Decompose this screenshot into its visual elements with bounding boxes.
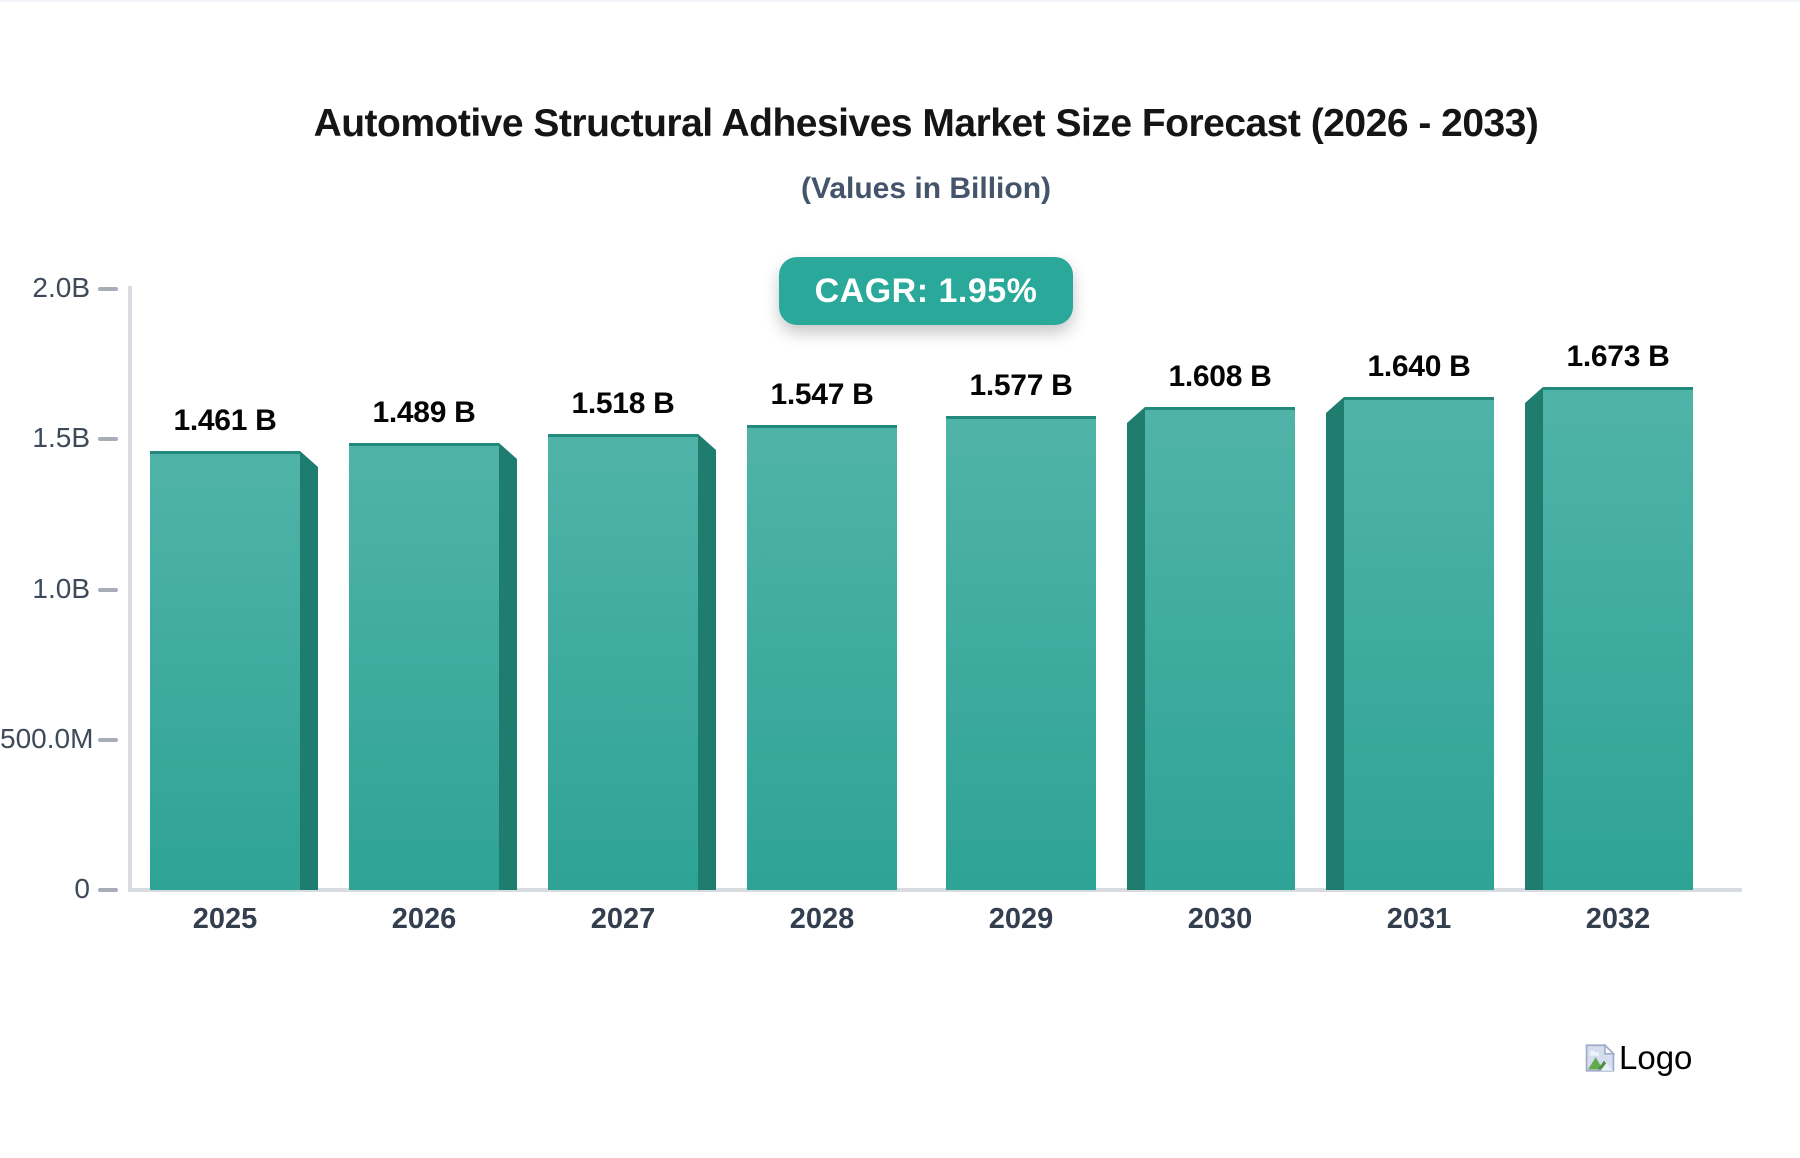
chart-title: Automotive Structural Adhesives Market S… <box>313 102 1539 145</box>
x-tick-label: 2032 <box>1585 903 1651 935</box>
x-tick-label: 2029 <box>988 903 1054 935</box>
bar-2032 <box>1543 387 1693 890</box>
y-tick-dash <box>98 587 118 592</box>
bar-2030 <box>1145 407 1295 890</box>
bar-side-face <box>499 443 517 890</box>
bar-value-label: 1.577 B <box>969 369 1073 402</box>
y-tick-dash <box>98 737 118 742</box>
y-tick-dash <box>98 437 118 442</box>
bar-side-face <box>1525 387 1543 890</box>
bar-2027 <box>548 434 698 890</box>
y-axis-line <box>128 286 132 892</box>
chart-subtitle: (Values in Billion) <box>800 172 1052 205</box>
bar-value-label: 1.608 B <box>1168 360 1272 393</box>
bar-side-face <box>1127 407 1145 890</box>
bar-2029 <box>946 416 1096 890</box>
x-tick-label: 2026 <box>391 903 457 935</box>
logo-alt-text: Logo <box>1619 1039 1693 1076</box>
x-tick-label: 2025 <box>192 903 258 935</box>
x-axis-line <box>128 888 1742 892</box>
bar-side-face <box>698 434 716 890</box>
bar-2031 <box>1344 397 1494 890</box>
y-tick-dash <box>98 287 118 291</box>
broken-image-icon <box>1585 1043 1616 1072</box>
x-tick-label: 2028 <box>789 903 855 935</box>
y-tick-label: 1.0B <box>32 572 90 604</box>
x-tick-label: 2031 <box>1386 903 1452 935</box>
bar-value-label: 1.461 B <box>173 404 277 437</box>
cagr-badge-row: CAGR: 1.95% <box>56 257 1796 325</box>
bar-2028 <box>747 425 897 890</box>
bar-value-label: 1.518 B <box>571 387 675 420</box>
bar-side-face <box>1326 397 1344 890</box>
bar-2026 <box>349 443 499 890</box>
x-tick-label: 2027 <box>590 903 656 935</box>
logo: Logo <box>1583 1038 1692 1078</box>
y-tick-label: 2.0B <box>32 272 90 303</box>
bar-value-label: 1.547 B <box>770 378 874 411</box>
y-tick-label: 0 <box>74 873 90 904</box>
x-tick-label: 2030 <box>1187 903 1253 935</box>
bar-value-label: 1.489 B <box>372 396 476 429</box>
bar-2025 <box>150 451 300 890</box>
y-tick-dash <box>98 888 118 892</box>
y-tick-label: 500.0M <box>0 722 94 754</box>
bar-value-label: 1.673 B <box>1566 340 1670 373</box>
y-tick-label: 1.5B <box>32 422 90 454</box>
bar-side-face <box>300 451 318 890</box>
bar-value-label: 1.640 B <box>1367 350 1471 383</box>
cagr-badge: CAGR: 1.95% <box>778 257 1074 325</box>
